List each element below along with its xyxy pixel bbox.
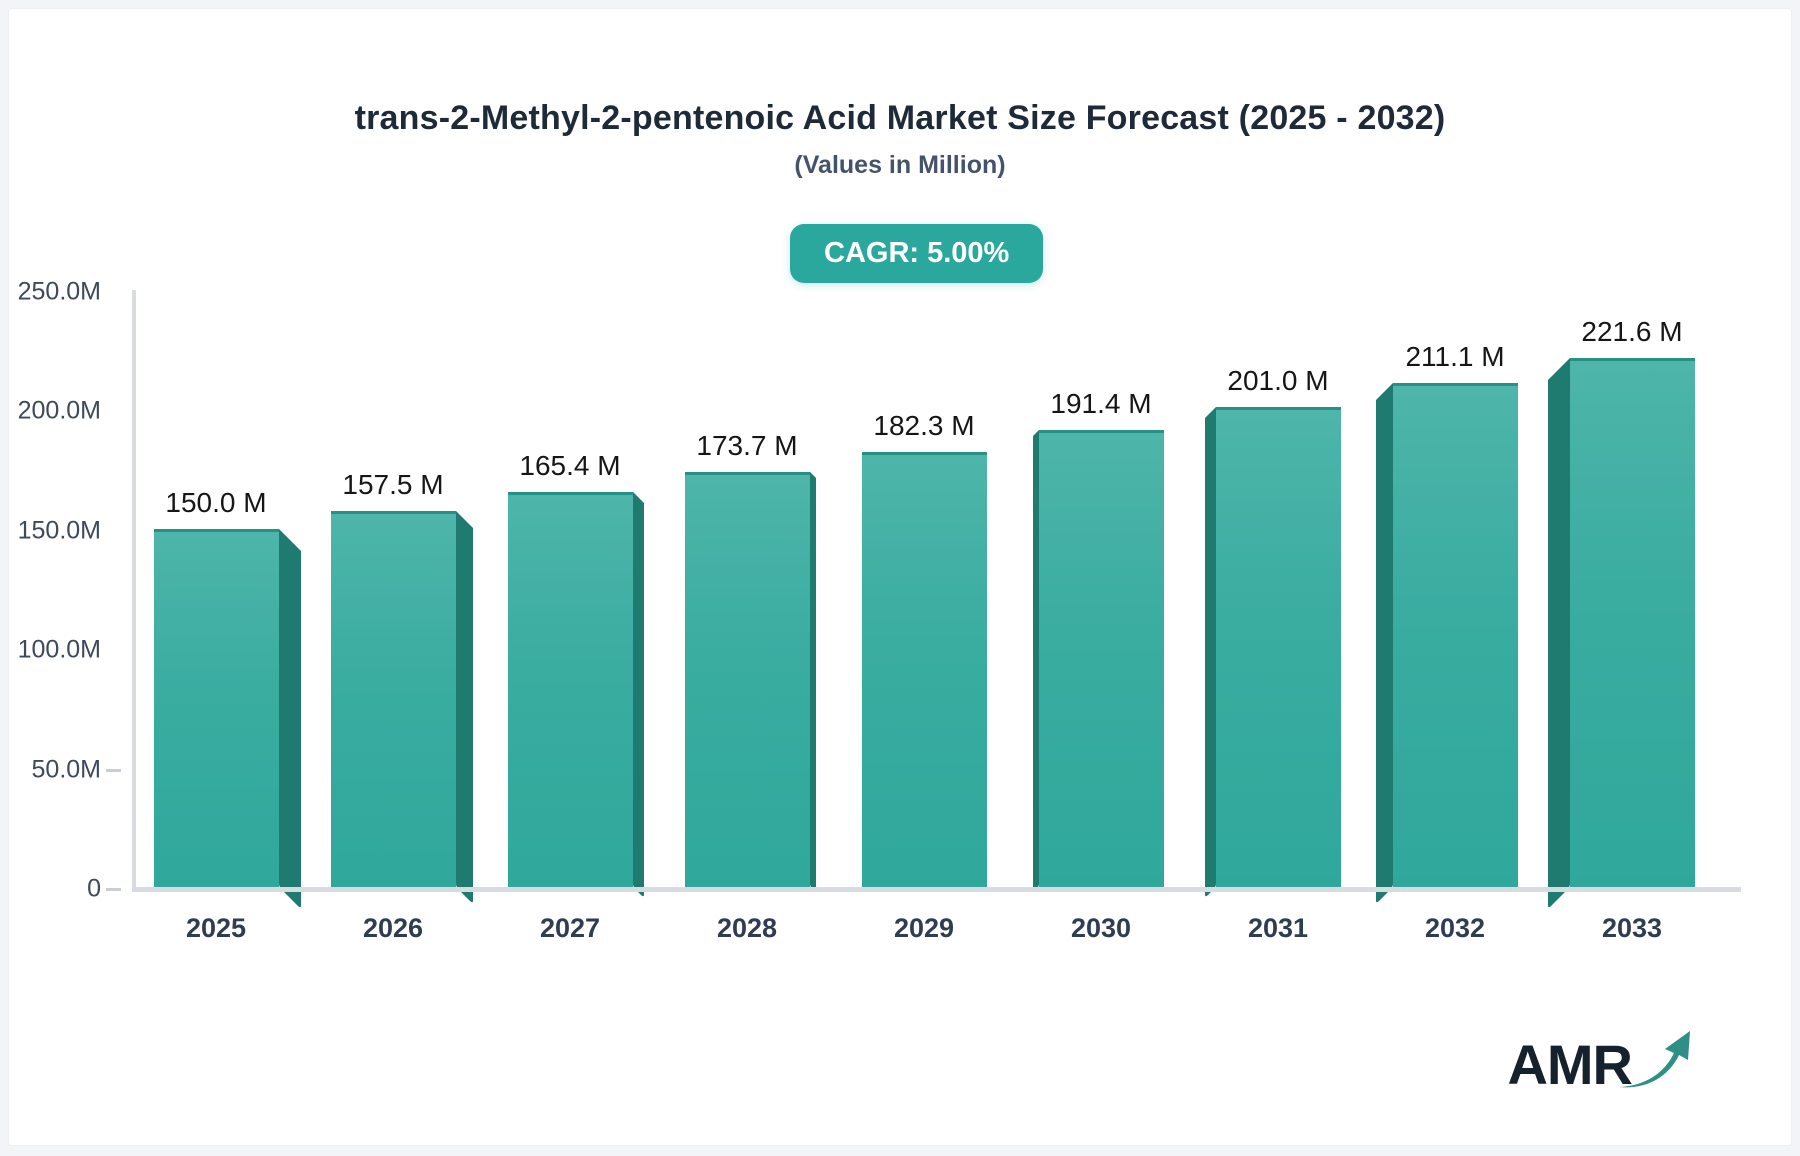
- bar-side-face: [809, 472, 816, 893]
- x-axis-label: 2031: [1247, 913, 1309, 943]
- x-axis-label: 2029: [893, 913, 955, 943]
- y-axis-tick-mark: [106, 888, 121, 891]
- y-axis-label: 150.0M: [17, 516, 101, 545]
- bar-side-face: [632, 492, 644, 898]
- bar-value-label: 182.3 M: [873, 409, 975, 441]
- y-axis-label: 50.0M: [31, 755, 101, 784]
- bar-value-label: 201.0 M: [1227, 365, 1329, 396]
- y-axis-label: 0: [87, 874, 101, 903]
- bar: [1392, 382, 1518, 887]
- y-axis-line: [132, 290, 136, 892]
- x-axis-label: 2026: [362, 913, 424, 943]
- bar: [1569, 357, 1695, 887]
- bar-side-face: [1375, 382, 1393, 904]
- logo-text: AMR: [1507, 1033, 1633, 1096]
- x-axis-label: 2025: [185, 913, 247, 943]
- bar-value-label: 165.4 M: [519, 450, 621, 482]
- chart-title: trans-2-Methyl-2-pentenoic Acid Market S…: [354, 99, 1446, 137]
- x-axis-label: 2027: [539, 913, 601, 943]
- x-axis-label: 2033: [1601, 913, 1663, 943]
- trending-up-arrow-icon: [1619, 1030, 1690, 1087]
- y-axis-label: 100.0M: [17, 635, 101, 664]
- y-axis-label: 200.0M: [17, 396, 101, 425]
- x-axis-label: 2032: [1424, 913, 1486, 943]
- bar-value-label: 157.5 M: [342, 468, 444, 500]
- bar-value-label: 191.4 M: [1050, 387, 1152, 419]
- bar-side-face: [1547, 357, 1570, 909]
- bar-side-face: [455, 510, 473, 904]
- x-axis-label: 2028: [716, 913, 778, 943]
- bar: [507, 492, 633, 887]
- x-axis-baseline: [132, 887, 1741, 892]
- bar: [1215, 407, 1341, 887]
- bar: [861, 451, 987, 887]
- cagr-badge: CAGR: 5.00%: [790, 224, 1044, 283]
- bar-value-label: 150.0 M: [165, 486, 267, 518]
- chart-subtitle: (Values in Million): [794, 151, 1006, 179]
- brand-logo: AMR: [1507, 1030, 1696, 1097]
- y-axis-label: 250.0M: [17, 277, 101, 306]
- bar-value-label: 173.7 M: [696, 430, 798, 462]
- bar: [1038, 429, 1164, 887]
- bar: [684, 472, 810, 887]
- bar-value-label: 221.6 M: [1581, 315, 1683, 347]
- chart-card: trans-2-Methyl-2-pentenoic Acid Market S…: [8, 8, 1792, 1146]
- bar-value-label: 211.1 M: [1405, 340, 1505, 372]
- bar: [330, 510, 456, 887]
- bar-side-face: [278, 528, 301, 909]
- x-axis-label: 2030: [1070, 913, 1132, 943]
- bar: [153, 528, 279, 887]
- y-axis-tick-mark: [106, 768, 121, 772]
- bar-side-face: [1204, 407, 1216, 898]
